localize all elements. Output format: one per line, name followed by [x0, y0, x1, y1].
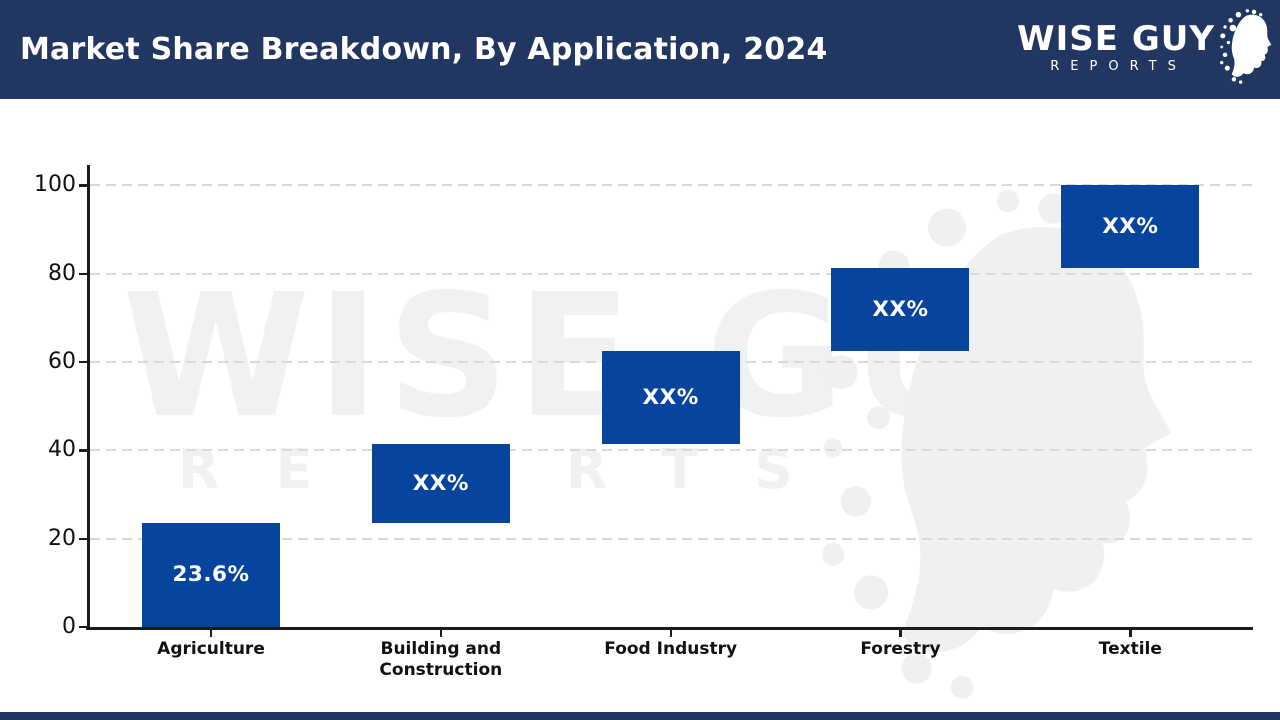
- bar-textile: XX%: [1061, 185, 1200, 269]
- y-tick-label-20: 20: [48, 525, 76, 551]
- y-tick-80: [79, 272, 88, 275]
- y-tick-label-100: 100: [34, 172, 76, 198]
- bar-value-label-food-industry: XX%: [642, 384, 699, 410]
- gridline-40: [90, 449, 1252, 452]
- logo-text: WISE GUY REPORTS: [1017, 20, 1215, 74]
- x-axis-label-textile: Textile: [1010, 639, 1250, 660]
- bar-agriculture: 23.6%: [142, 522, 280, 627]
- bar-food-industry: XX%: [601, 350, 740, 445]
- x-axis-label-line: Agriculture: [157, 639, 265, 659]
- y-tick-0: [79, 626, 88, 629]
- logo-head-icon: [1220, 9, 1272, 84]
- wiseguy-logo: WISE GUY REPORTS: [1017, 8, 1272, 86]
- x-axis-label-food-industry: Food Industry: [551, 639, 791, 660]
- x-axis-label-line: Construction: [379, 660, 503, 680]
- logo-subtitle: REPORTS: [1050, 59, 1187, 74]
- gridline-20: [90, 537, 1252, 540]
- header-bar: Market Share Breakdown, By Application, …: [0, 0, 1280, 99]
- bar-value-label-forestry: XX%: [872, 296, 929, 322]
- x-tick-food-industry: [669, 629, 672, 637]
- x-tick-agriculture: [210, 629, 213, 637]
- footer-bar: [0, 712, 1280, 720]
- gridline-80: [90, 272, 1252, 275]
- x-axis-label-line: Building and: [380, 639, 502, 659]
- page-title: Market Share Breakdown, By Application, …: [20, 32, 828, 67]
- bar-value-label-textile: XX%: [1102, 214, 1159, 240]
- x-axis-line: [86, 627, 1253, 630]
- x-tick-forestry: [899, 629, 902, 637]
- bar-forestry: XX%: [831, 268, 970, 351]
- y-tick-100: [79, 184, 88, 187]
- y-tick-label-80: 80: [48, 260, 76, 286]
- y-tick-20: [79, 537, 88, 540]
- y-tick-60: [79, 360, 88, 364]
- gridline-100: [90, 184, 1252, 187]
- x-axis-label-building-and-construction: Building and Construction: [321, 639, 561, 681]
- y-tick-label-60: 60: [48, 348, 76, 374]
- x-axis-label-forestry: Forestry: [780, 639, 1020, 660]
- bar-building-and-construction: XX%: [371, 444, 510, 523]
- x-axis-label-line: Forestry: [860, 639, 941, 659]
- y-tick-40: [79, 449, 88, 452]
- y-tick-label-40: 40: [48, 437, 76, 463]
- y-tick-label-0: 0: [62, 614, 76, 639]
- logo-wordmark: WISE GUY: [1017, 19, 1215, 59]
- x-tick-building-and-construction: [439, 629, 443, 637]
- x-axis-label-agriculture: Agriculture: [91, 639, 331, 660]
- x-axis-label-line: Food Industry: [604, 639, 738, 659]
- y-axis-line: [87, 165, 90, 629]
- x-axis-label-line: Textile: [1098, 639, 1162, 659]
- x-tick-textile: [1129, 629, 1132, 637]
- bar-value-label-agriculture: 23.6%: [172, 562, 250, 588]
- bar-value-label-building-and-construction: XX%: [412, 470, 469, 496]
